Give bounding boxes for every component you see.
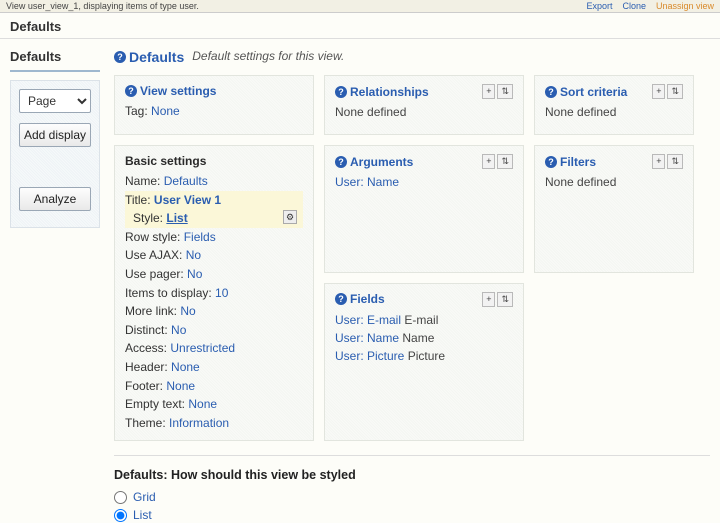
useajax-row: Use AJAX: No	[125, 246, 303, 265]
sort-criteria-text: None defined	[545, 103, 683, 121]
field-row-picture: User: Picture Picture	[335, 347, 513, 365]
topbar-actions: Export Clone Unassign view	[586, 1, 714, 11]
fields-reorder-button[interactable]: ⇅	[497, 292, 513, 307]
name-value-link[interactable]: Defaults	[164, 174, 208, 188]
unassign-view-link[interactable]: Unassign view	[656, 1, 714, 11]
filters-text: None defined	[545, 173, 683, 191]
distinct-value-link[interactable]: No	[171, 323, 186, 337]
tab-defaults[interactable]: Defaults	[10, 19, 61, 34]
itemstodisplay-value-link[interactable]: 10	[215, 286, 228, 300]
sort-criteria-add-button[interactable]: +	[652, 84, 665, 99]
tag-value-link[interactable]: None	[151, 104, 180, 118]
relationships-title: ? Relationships	[335, 85, 429, 99]
filters-add-button[interactable]: +	[652, 154, 665, 169]
emptytext-row: Empty text: None	[125, 395, 303, 414]
usepager-row: Use pager: No	[125, 265, 303, 284]
basic-settings-panel: Basic settings Name: Defaults Title: Use…	[114, 145, 314, 441]
sidebar-title: Defaults	[10, 49, 100, 72]
fields-panel: ? Fields + ⇅ User: E-mail E-mail User:	[324, 283, 524, 442]
morelink-row: More link: No	[125, 302, 303, 321]
access-value-link[interactable]: Unrestricted	[170, 341, 235, 355]
style-selection-title: Defaults: How should this view be styled	[114, 468, 710, 482]
footer-value-link[interactable]: None	[166, 379, 195, 393]
topbar: View user_view_1, displaying items of ty…	[0, 0, 720, 13]
sort-criteria-title: ? Sort criteria	[545, 85, 627, 99]
relationships-text: None defined	[335, 103, 513, 121]
fields-add-button[interactable]: +	[482, 292, 495, 307]
view-settings-panel: ? View settings Tag: None	[114, 75, 314, 135]
field-picture-link[interactable]: User: Picture	[335, 349, 404, 363]
sidebar: Defaults Page Add display Analyze	[10, 49, 100, 523]
field-name-link[interactable]: User: Name	[335, 331, 399, 345]
name-row: Name: Defaults	[125, 172, 303, 191]
view-editor-window: View user_view_1, displaying items of ty…	[0, 0, 720, 523]
title-value-link[interactable]: User View 1	[154, 193, 221, 207]
arguments-title: ? Arguments	[335, 155, 413, 169]
settings-grid: ? View settings Tag: None Basic settings…	[114, 75, 710, 441]
arguments-reorder-button[interactable]: ⇅	[497, 154, 513, 169]
view-settings-help-icon[interactable]: ?	[125, 85, 137, 97]
add-display-button[interactable]: Add display	[19, 123, 91, 147]
filters-help-icon[interactable]: ?	[545, 156, 557, 168]
header-value-link[interactable]: None	[171, 360, 200, 374]
filters-reorder-button[interactable]: ⇅	[667, 154, 683, 169]
style-value-link[interactable]: List	[166, 211, 187, 225]
field-row-name: User: Name Name	[335, 329, 513, 347]
export-link[interactable]: Export	[586, 1, 612, 11]
filters-title: ? Filters	[545, 155, 596, 169]
filters-panel: ? Filters + ⇅ None defined	[534, 145, 694, 273]
style-selection-section: Defaults: How should this view be styled…	[114, 455, 710, 523]
view-description-text: View user_view_1, displaying items of ty…	[6, 1, 199, 11]
style-option-grid[interactable]: Grid	[114, 490, 710, 504]
view-settings-title: ? View settings	[125, 84, 216, 98]
theme-row: Theme: Information	[125, 414, 303, 433]
theme-value-link[interactable]: Information	[169, 416, 229, 430]
arguments-text-link[interactable]: User: Name	[335, 175, 399, 189]
display-box: Page Add display Analyze	[10, 80, 100, 228]
header-row: Header: None	[125, 358, 303, 377]
style-option-list[interactable]: List	[114, 508, 710, 522]
fields-title: ? Fields	[335, 292, 385, 306]
distinct-row: Distinct: No	[125, 321, 303, 340]
arguments-help-icon[interactable]: ?	[335, 156, 347, 168]
access-row: Access: Unrestricted	[125, 339, 303, 358]
rowstyle-row: Row style: Fields	[125, 228, 303, 247]
relationships-help-icon[interactable]: ?	[335, 86, 347, 98]
useajax-value-link[interactable]: No	[186, 248, 201, 262]
rowstyle-value-link[interactable]: Fields	[184, 230, 216, 244]
emptytext-value-link[interactable]: None	[188, 397, 217, 411]
body-area: Defaults Page Add display Analyze ? Defa…	[0, 39, 720, 523]
field-row-email: User: E-mail E-mail	[335, 311, 513, 329]
main-content: ? Defaults Default settings for this vie…	[114, 49, 710, 523]
defaults-heading: ? Defaults	[114, 49, 184, 65]
title-row: Title: User View 1	[125, 191, 303, 210]
display-type-select[interactable]: Page	[19, 89, 91, 113]
defaults-help-icon[interactable]: ?	[114, 51, 126, 63]
style-row: Style: List ⚙	[125, 209, 303, 228]
clone-link[interactable]: Clone	[622, 1, 646, 11]
style-settings-gear-icon[interactable]: ⚙	[283, 210, 297, 224]
analyze-button[interactable]: Analyze	[19, 187, 91, 211]
itemstodisplay-row: Items to display: 10	[125, 284, 303, 303]
sort-criteria-help-icon[interactable]: ?	[545, 86, 557, 98]
arguments-add-button[interactable]: +	[482, 154, 495, 169]
sort-criteria-reorder-button[interactable]: ⇅	[667, 84, 683, 99]
arguments-panel: ? Arguments + ⇅ User: Name	[324, 145, 524, 273]
tabs-row: Defaults	[0, 13, 720, 39]
relationships-add-button[interactable]: +	[482, 84, 495, 99]
usepager-value-link[interactable]: No	[187, 267, 202, 281]
defaults-subtitle-text: Default settings for this view.	[192, 49, 344, 63]
field-email-link[interactable]: User: E-mail	[335, 313, 401, 327]
relationships-reorder-button[interactable]: ⇅	[497, 84, 513, 99]
defaults-header: ? Defaults Default settings for this vie…	[114, 49, 710, 65]
fields-help-icon[interactable]: ?	[335, 293, 347, 305]
basic-settings-title: Basic settings	[125, 154, 303, 168]
footer-row: Footer: None	[125, 377, 303, 396]
sort-criteria-panel: ? Sort criteria + ⇅ None defined	[534, 75, 694, 135]
morelink-value-link[interactable]: No	[180, 304, 195, 318]
relationships-panel: ? Relationships + ⇅ None defined	[324, 75, 524, 135]
